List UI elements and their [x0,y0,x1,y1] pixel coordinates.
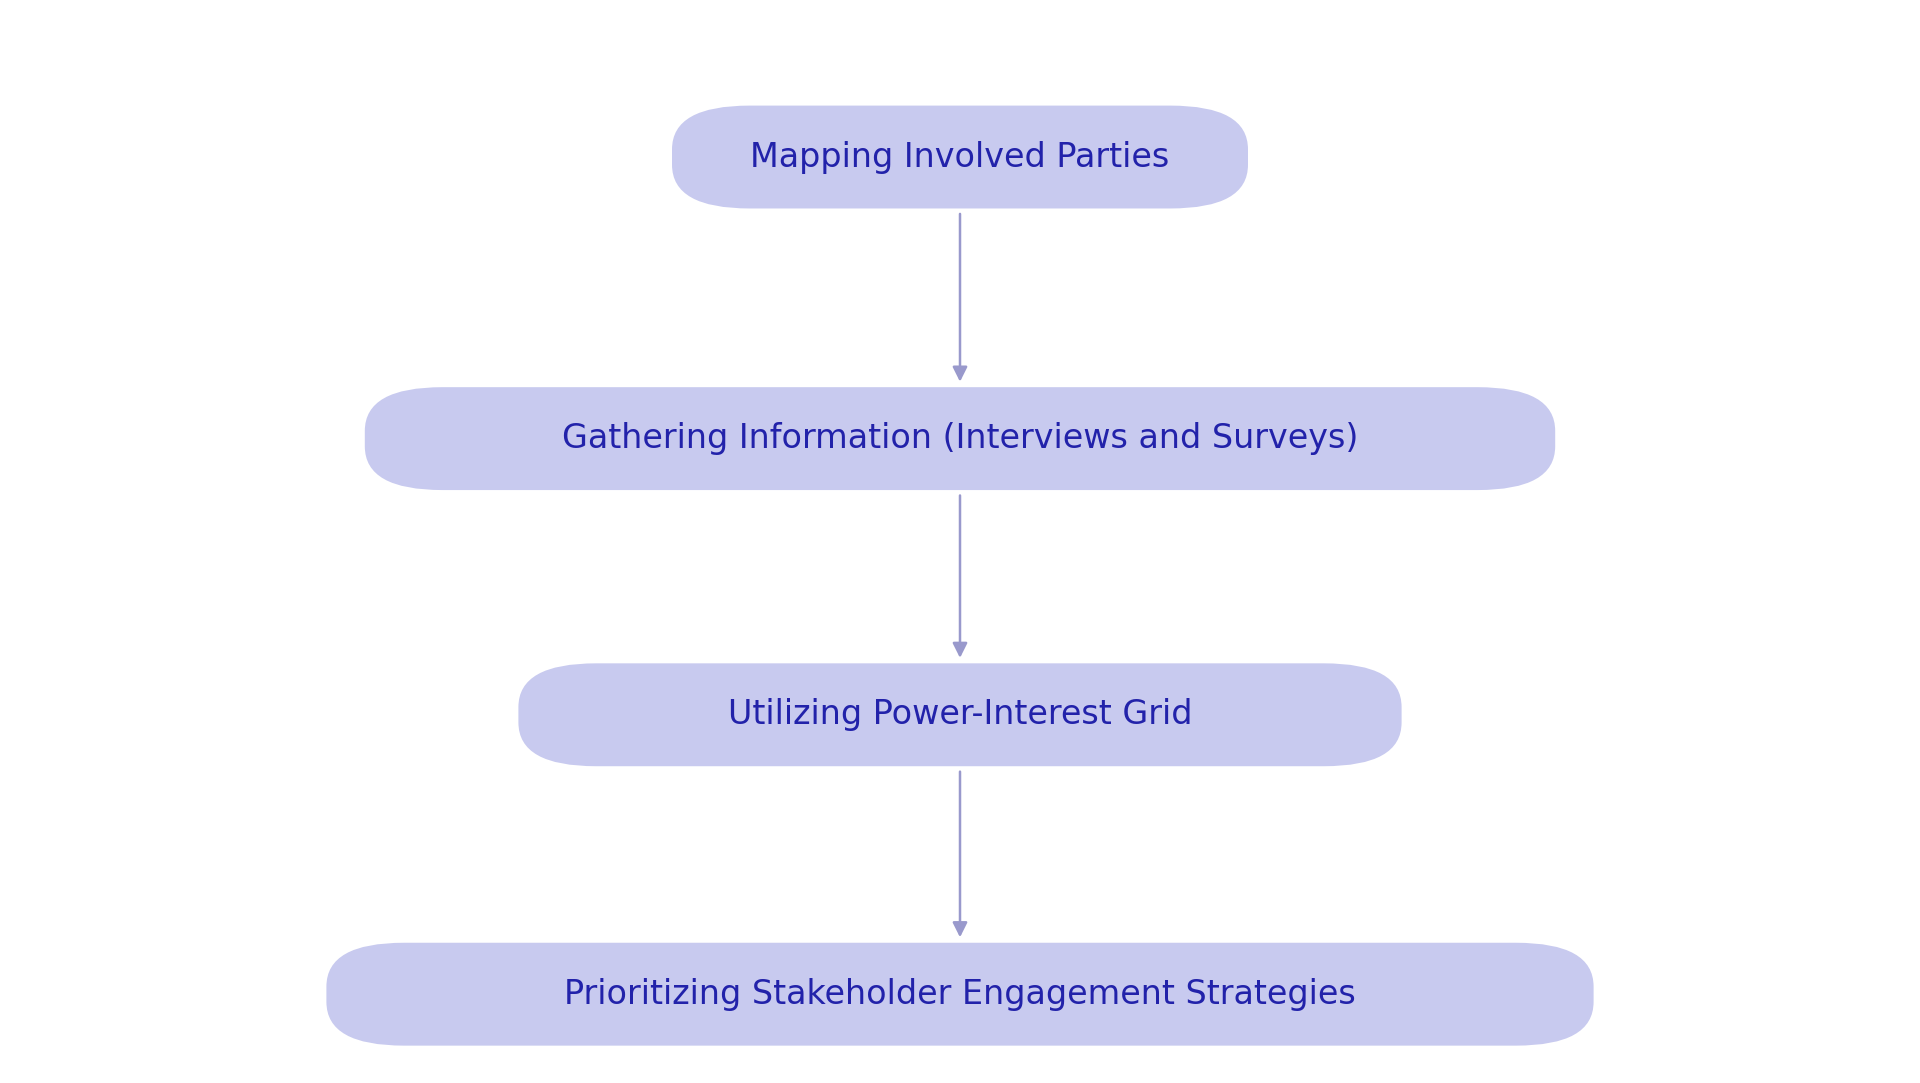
FancyBboxPatch shape [672,106,1248,208]
Text: Utilizing Power-Interest Grid: Utilizing Power-Interest Grid [728,699,1192,731]
FancyBboxPatch shape [326,942,1594,1046]
FancyBboxPatch shape [518,663,1402,767]
Text: Gathering Information (Interviews and Surveys): Gathering Information (Interviews and Su… [563,422,1357,455]
Text: Mapping Involved Parties: Mapping Involved Parties [751,141,1169,173]
FancyBboxPatch shape [365,388,1555,490]
Text: Prioritizing Stakeholder Engagement Strategies: Prioritizing Stakeholder Engagement Stra… [564,978,1356,1010]
